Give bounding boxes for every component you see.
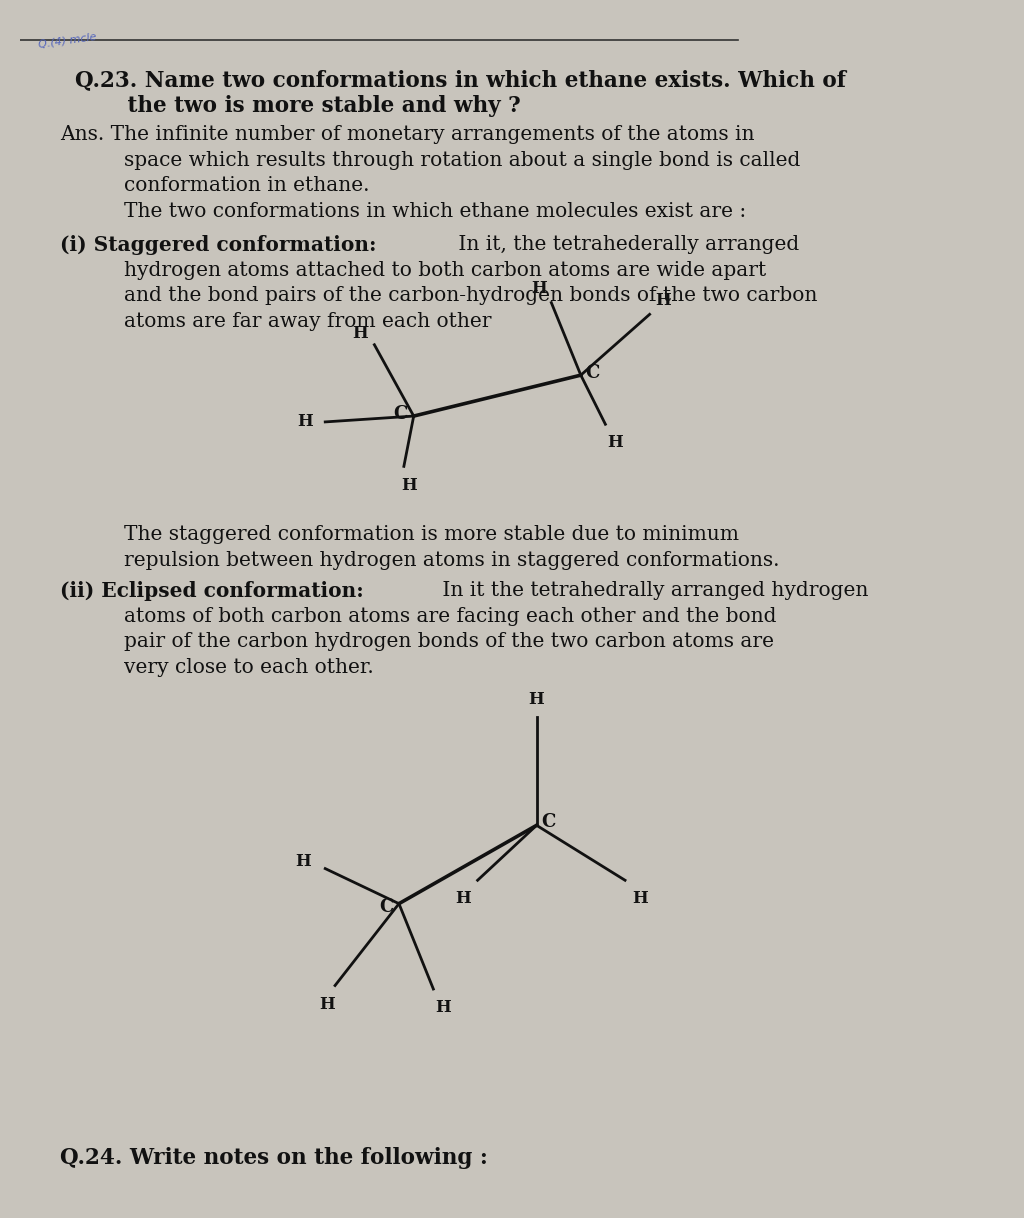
Text: conformation in ethane.: conformation in ethane. (124, 177, 370, 195)
Text: The two conformations in which ethane molecules exist are :: The two conformations in which ethane mo… (124, 202, 745, 222)
Text: The staggered conformation is more stable due to minimum: The staggered conformation is more stabl… (124, 525, 738, 543)
Text: H: H (607, 435, 623, 452)
Text: Q.24. Write notes on the following :: Q.24. Write notes on the following : (59, 1147, 487, 1169)
Text: H: H (531, 280, 548, 297)
Text: H: H (352, 324, 368, 341)
Text: H: H (401, 476, 417, 493)
Text: H: H (296, 853, 311, 870)
Text: C: C (394, 404, 409, 423)
Text: the two is more stable and why ?: the two is more stable and why ? (75, 95, 520, 117)
Text: In it, the tetrahederally arranged: In it, the tetrahederally arranged (452, 235, 799, 253)
Text: and the bond pairs of the carbon-hydrogen bonds of the two carbon: and the bond pairs of the carbon-hydroge… (124, 286, 817, 306)
Text: H: H (435, 999, 451, 1016)
Text: C: C (586, 364, 600, 381)
Text: H: H (455, 890, 471, 907)
Text: H: H (528, 691, 545, 708)
Text: space which results through rotation about a single bond is called: space which results through rotation abo… (124, 151, 800, 169)
Text: very close to each other.: very close to each other. (124, 658, 374, 677)
Text: H: H (632, 890, 647, 907)
Text: (i) Staggered conformation:: (i) Staggered conformation: (59, 235, 376, 255)
Text: H: H (319, 996, 335, 1012)
Text: H: H (298, 413, 313, 430)
Text: H: H (655, 292, 672, 309)
Text: repulsion between hydrogen atoms in staggered conformations.: repulsion between hydrogen atoms in stag… (124, 551, 779, 570)
Text: Ans. The infinite number of monetary arrangements of the atoms in: Ans. The infinite number of monetary arr… (59, 125, 755, 144)
Text: In it the tetrahedrally arranged hydrogen: In it the tetrahedrally arranged hydroge… (436, 581, 868, 600)
Text: atoms of both carbon atoms are facing each other and the bond: atoms of both carbon atoms are facing ea… (124, 607, 776, 626)
Text: C: C (379, 898, 393, 916)
Text: C: C (542, 812, 556, 831)
Text: Q.23. Name two conformations in which ethane exists. Which of: Q.23. Name two conformations in which et… (75, 68, 846, 91)
Text: pair of the carbon hydrogen bonds of the two carbon atoms are: pair of the carbon hydrogen bonds of the… (124, 632, 774, 652)
Text: hydrogen atoms attached to both carbon atoms are wide apart: hydrogen atoms attached to both carbon a… (124, 261, 766, 280)
Text: Q.(4) mcle: Q.(4) mcle (38, 32, 97, 50)
Text: (ii) Eclipsed conformation:: (ii) Eclipsed conformation: (59, 581, 364, 600)
Text: atoms are far away from each other: atoms are far away from each other (124, 312, 492, 331)
